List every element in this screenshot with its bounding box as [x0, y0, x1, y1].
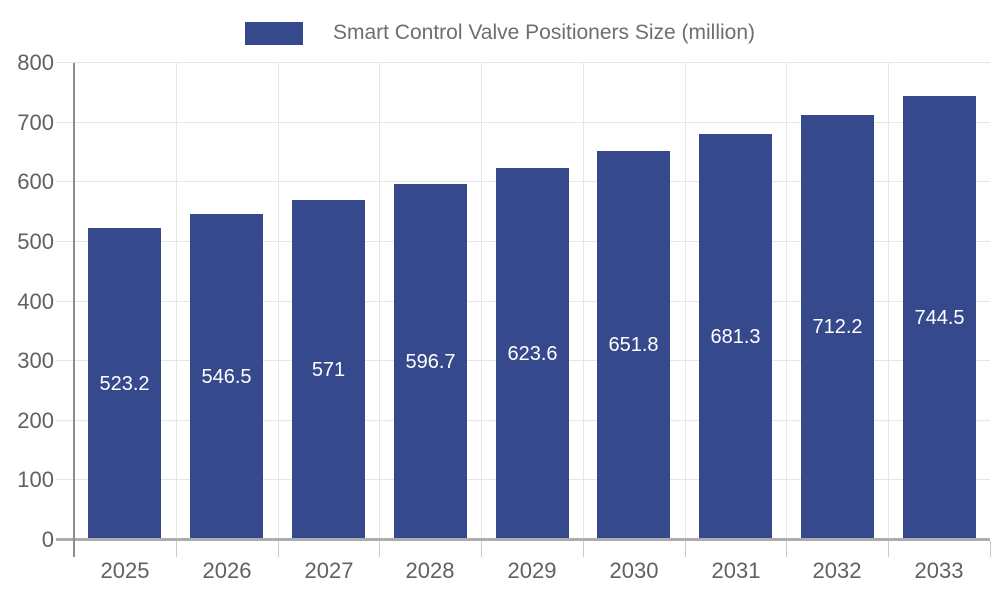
category-gridline — [786, 63, 787, 540]
y-axis-tick-label: 500 — [17, 228, 54, 254]
y-axis-tick-label: 800 — [17, 50, 54, 75]
y-axis-tick-label: 400 — [17, 288, 54, 314]
category-gridline — [481, 63, 482, 540]
gridline — [56, 121, 990, 123]
x-axis-category-label: 2031 — [711, 558, 761, 583]
bar[interactable]: 681.3 — [699, 134, 772, 540]
x-axis-category-label: 2028 — [405, 558, 455, 583]
x-axis-tick — [786, 541, 787, 557]
bar[interactable]: 523.2 — [88, 228, 161, 540]
x-axis-tick — [278, 541, 279, 557]
x-axis-line — [56, 538, 990, 541]
y-axis-tick-label: 600 — [17, 169, 54, 195]
x-axis-category-label: 2027 — [304, 558, 354, 583]
bar-value-label: 571 — [311, 358, 346, 381]
category-gridline — [583, 63, 584, 540]
y-axis-tick-label: 300 — [17, 348, 54, 374]
bar[interactable]: 744.5 — [903, 96, 976, 540]
category-gridline — [888, 63, 889, 540]
x-axis-category-label: 2033 — [914, 558, 964, 583]
bar[interactable]: 546.5 — [190, 214, 263, 540]
x-axis-tick — [481, 541, 482, 557]
bar[interactable]: 571 — [292, 200, 365, 540]
x-axis-tick — [176, 541, 177, 557]
y-axis-line — [73, 63, 75, 557]
x-axis-category-label: 2030 — [609, 558, 659, 583]
category-gridline — [379, 63, 380, 540]
bar[interactable]: 623.6 — [496, 168, 569, 540]
bar-value-label: 744.5 — [914, 306, 965, 329]
x-axis-tick — [685, 541, 686, 557]
legend-swatch — [244, 21, 303, 45]
bar[interactable]: 596.7 — [394, 184, 467, 540]
x-axis-tick — [888, 541, 889, 557]
x-axis-category-label: 2029 — [507, 558, 557, 583]
category-gridline — [685, 63, 686, 540]
x-axis-category-label: 2025 — [100, 558, 150, 583]
category-gridline — [176, 63, 177, 540]
category-gridline — [278, 63, 279, 540]
bar-value-label: 546.5 — [201, 365, 252, 388]
bar-value-label: 712.2 — [812, 316, 863, 338]
x-axis-tick — [990, 541, 991, 557]
x-axis-category-label: 2032 — [812, 558, 862, 583]
bar[interactable]: 651.8 — [597, 151, 670, 540]
x-axis-tick — [379, 541, 380, 557]
bar-value-label: 523.2 — [99, 372, 150, 395]
bar-value-label: 596.7 — [405, 350, 456, 373]
y-axis-tick-label: 700 — [17, 109, 54, 135]
bar-value-label: 651.8 — [608, 334, 659, 356]
gridline — [56, 62, 990, 63]
y-axis-tick-label: 200 — [17, 407, 54, 433]
bar-value-label: 681.3 — [710, 325, 761, 348]
bar-value-label: 623.6 — [507, 342, 558, 365]
y-axis-tick-label: 100 — [17, 467, 54, 493]
y-axis-tick-label: 0 — [41, 527, 54, 552]
bar[interactable]: 712.2 — [801, 115, 874, 540]
x-axis-tick — [583, 541, 584, 557]
legend-item[interactable]: Smart Control Valve Positioners Size (mi… — [0, 17, 1000, 49]
legend-label: Smart Control Valve Positioners Size (mi… — [332, 21, 756, 44]
x-axis-category-label: 2026 — [202, 558, 252, 583]
